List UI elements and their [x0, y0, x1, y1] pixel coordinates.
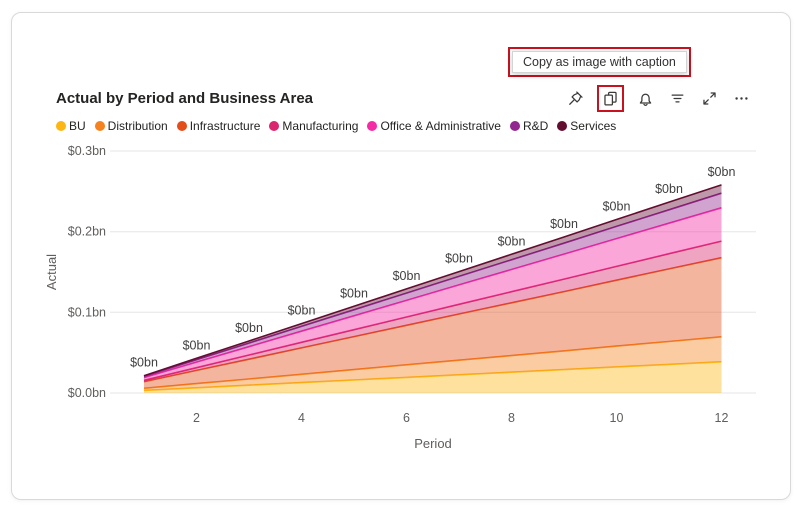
pin-icon [567, 90, 584, 107]
data-label: $0bn [183, 338, 211, 352]
line-series-bu [143, 361, 722, 392]
x-axis-tick-label: 12 [715, 411, 729, 425]
legend-label: Manufacturing [282, 119, 359, 133]
legend-swatch-icon [56, 121, 66, 131]
legend-swatch-icon [557, 121, 568, 131]
data-label: $0bn [445, 252, 473, 266]
filter-icon [669, 90, 686, 107]
legend-swatch-icon [367, 121, 378, 131]
bell-icon [637, 90, 654, 107]
x-axis-tick-label: 2 [193, 411, 200, 425]
legend-item-office-administrative[interactable]: Office & Administrative [367, 119, 501, 133]
legend-label: R&D [522, 119, 549, 133]
y-axis-tick-label: $0.2bn [68, 225, 106, 239]
data-label: $0bn [603, 200, 631, 214]
legend-label: Distribution [107, 119, 168, 133]
x-axis-title: Period [414, 436, 452, 451]
line-series-office-administrative [143, 207, 722, 379]
data-label: $0bn [235, 321, 263, 335]
legend-item-distribution[interactable]: Distribution [94, 119, 168, 133]
legend-item-bu[interactable]: BU [56, 119, 86, 133]
x-axis-tick-label: 8 [508, 411, 515, 425]
line-series-r-d [143, 192, 722, 378]
copy-icon [602, 90, 619, 107]
legend-label: Office & Administrative [380, 119, 501, 133]
chart-legend: BU Distribution Infrastructure Manufacturin… [56, 119, 760, 133]
legend-item-r-d[interactable]: R&D [509, 119, 549, 133]
copy-tooltip: Copy as image with caption [512, 51, 687, 73]
visual-header: Actual by Period and Business Area [56, 84, 752, 112]
y-axis-tick-label: $0.1bn [68, 305, 106, 319]
x-axis-tick-label: 4 [298, 411, 305, 425]
legend-item-services[interactable]: Services [557, 119, 616, 133]
x-axis-tick-label: 10 [610, 411, 624, 425]
legend-item-infrastructure[interactable]: Infrastructure [176, 119, 261, 133]
legend-label: BU [69, 119, 86, 133]
line-series-manufacturing [143, 240, 722, 382]
line-series-infrastructure [143, 256, 722, 383]
tooltip-highlight-box: Copy as image with caption [508, 47, 691, 77]
legend-swatch-icon [509, 121, 520, 131]
x-axis-tick-label: 6 [403, 411, 410, 425]
visual-title: Actual by Period and Business Area [56, 89, 314, 107]
data-label: $0bn [708, 165, 736, 179]
legend-label: Services [570, 119, 617, 133]
more-options-button[interactable] [731, 88, 752, 109]
visual-toolbar [565, 84, 752, 112]
alert-button[interactable] [635, 88, 656, 109]
data-label: $0bn [130, 356, 158, 370]
area-series-infrastructure[interactable] [144, 257, 722, 389]
focus-mode-button[interactable] [699, 88, 720, 109]
legend-label: Infrastructure [189, 119, 261, 133]
pin-button[interactable] [565, 88, 586, 109]
data-label: $0bn [393, 269, 421, 283]
y-axis-tick-label: $0.3bn [68, 144, 106, 158]
legend-swatch-icon [94, 121, 105, 131]
legend-item-manufacturing[interactable]: Manufacturing [269, 119, 358, 133]
y-axis-title: Actual [44, 254, 59, 290]
copy-button[interactable] [600, 88, 621, 109]
line-series-distribution [143, 336, 722, 390]
data-label: $0bn [550, 217, 578, 231]
data-label: $0bn [498, 234, 526, 248]
legend-swatch-icon [269, 121, 280, 131]
line-series-services [143, 184, 722, 377]
copy-tooltip-text: Copy as image with caption [523, 55, 676, 69]
y-axis-tick-label: $0.0bn [68, 386, 106, 400]
copy-highlight-box [597, 84, 624, 112]
chart-svg: $0.0bn $0.1bn $0.2bn $0.3bn Actual 2 4 6 8 10 12 Pe… [44, 144, 756, 451]
ellipsis-icon [733, 90, 750, 107]
legend-swatch-icon [176, 121, 187, 131]
data-label: $0bn [340, 286, 368, 300]
filter-button[interactable] [667, 88, 688, 109]
data-label: $0bn [288, 304, 316, 318]
visual-card: Copy as image with caption Actual by Per… [11, 12, 791, 500]
focus-mode-icon [701, 90, 718, 107]
data-label: $0bn [655, 182, 683, 196]
